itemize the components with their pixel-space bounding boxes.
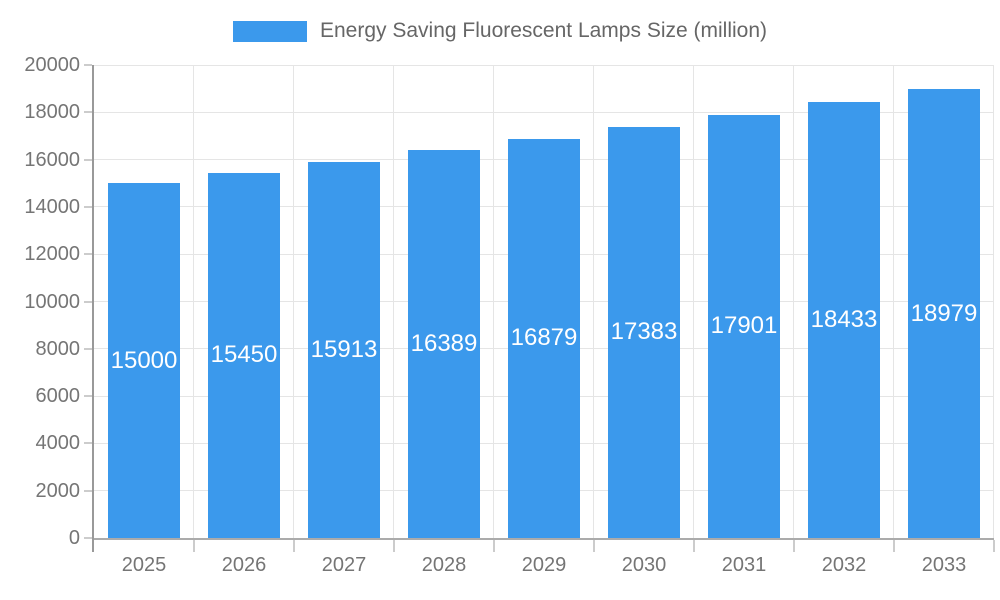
y-tick-mark: [84, 395, 92, 398]
bar-2025[interactable]: 15000: [108, 183, 180, 538]
x-gridline: [193, 65, 194, 538]
y-gridline: [94, 111, 994, 113]
x-axis-label: 2031: [721, 554, 767, 576]
legend-label: Energy Saving Fluorescent Lamps Size (mi…: [319, 19, 768, 42]
x-gridline: [693, 65, 694, 538]
x-axis-line: [94, 538, 994, 540]
x-gridline: [993, 65, 994, 538]
x-axis-label: 2029: [521, 554, 567, 576]
y-tick-mark: [84, 64, 92, 66]
y-tick-mark: [84, 111, 92, 114]
x-tick-mark: [393, 540, 395, 552]
bar-value-label: 17901: [710, 312, 778, 340]
x-tick-mark: [993, 540, 995, 552]
y-gridline: [94, 64, 994, 66]
y-tick-mark: [84, 158, 92, 161]
bar-2028[interactable]: 16389: [408, 150, 480, 538]
y-axis-label: 8000: [35, 337, 81, 360]
legend-swatch: [232, 20, 307, 42]
x-gridline: [293, 65, 294, 538]
plot-area: 0 2000 4000 6000 8000 10000 12000 14000 16000 180…: [24, 54, 995, 576]
bar-2031[interactable]: 17901: [708, 114, 780, 538]
y-axis-label: 20000: [24, 54, 80, 76]
y-axis-label: 14000: [24, 195, 80, 218]
y-axis-label: 16000: [24, 148, 80, 171]
x-gridline: [793, 65, 794, 538]
bar-value-label: 17383: [610, 318, 678, 346]
bar-value-label: 18433: [810, 306, 878, 334]
bar-value-label: 18979: [910, 299, 978, 327]
x-axis-label: 2025: [121, 554, 167, 576]
x-gridline: [393, 65, 394, 538]
x-axis-label: 2032: [821, 554, 867, 576]
x-tick-mark: [193, 540, 195, 552]
x-axis-label: 2033: [921, 554, 967, 576]
x-tick-mark: [293, 540, 295, 552]
x-gridline: [593, 65, 594, 538]
x-axis-label: 2026: [221, 554, 267, 576]
bar-value-label: 15450: [210, 341, 278, 369]
x-axis-label: 2027: [321, 554, 367, 576]
bar-2029[interactable]: 16879: [508, 138, 580, 538]
bar-value-label: 15000: [110, 346, 178, 374]
y-tick-mark: [84, 347, 92, 350]
y-tick-mark: [84, 300, 92, 303]
y-tick-mark: [84, 442, 92, 445]
x-tick-mark: [493, 540, 495, 552]
y-axis-label: 10000: [24, 290, 80, 313]
bar-value-label: 16879: [510, 324, 578, 352]
y-axis-line: [92, 65, 94, 552]
y-axis-label: 18000: [24, 101, 80, 124]
bar-2032[interactable]: 18433: [808, 102, 880, 538]
y-tick-mark: [84, 205, 92, 208]
x-tick-mark: [593, 540, 595, 552]
bar-2027[interactable]: 15913: [308, 161, 380, 538]
bar-2030[interactable]: 17383: [608, 126, 680, 538]
y-tick-mark: [84, 489, 92, 492]
y-axis-label: 2000: [35, 479, 81, 502]
y-axis-label: 4000: [35, 432, 81, 455]
x-gridline: [893, 65, 894, 538]
x-gridline: [493, 65, 494, 538]
x-tick-mark: [893, 540, 895, 552]
y-tick-mark: [84, 253, 92, 256]
y-axis-label: 12000: [24, 243, 80, 266]
y-axis-label: 6000: [35, 385, 81, 408]
x-axis-label: 2028: [421, 554, 467, 576]
bar-2026[interactable]: 15450: [208, 172, 280, 538]
bar-2033[interactable]: 18979: [908, 89, 980, 538]
y-axis-label: 0: [68, 527, 80, 549]
x-axis-label: 2030: [621, 554, 667, 576]
bar-value-label: 15913: [310, 335, 378, 363]
y-tick-mark: [84, 537, 92, 539]
x-tick-mark: [693, 540, 695, 552]
legend[interactable]: Energy Saving Fluorescent Lamps Size (mi…: [0, 18, 1000, 44]
x-tick-mark: [793, 540, 795, 552]
bar-value-label: 16389: [410, 330, 478, 358]
